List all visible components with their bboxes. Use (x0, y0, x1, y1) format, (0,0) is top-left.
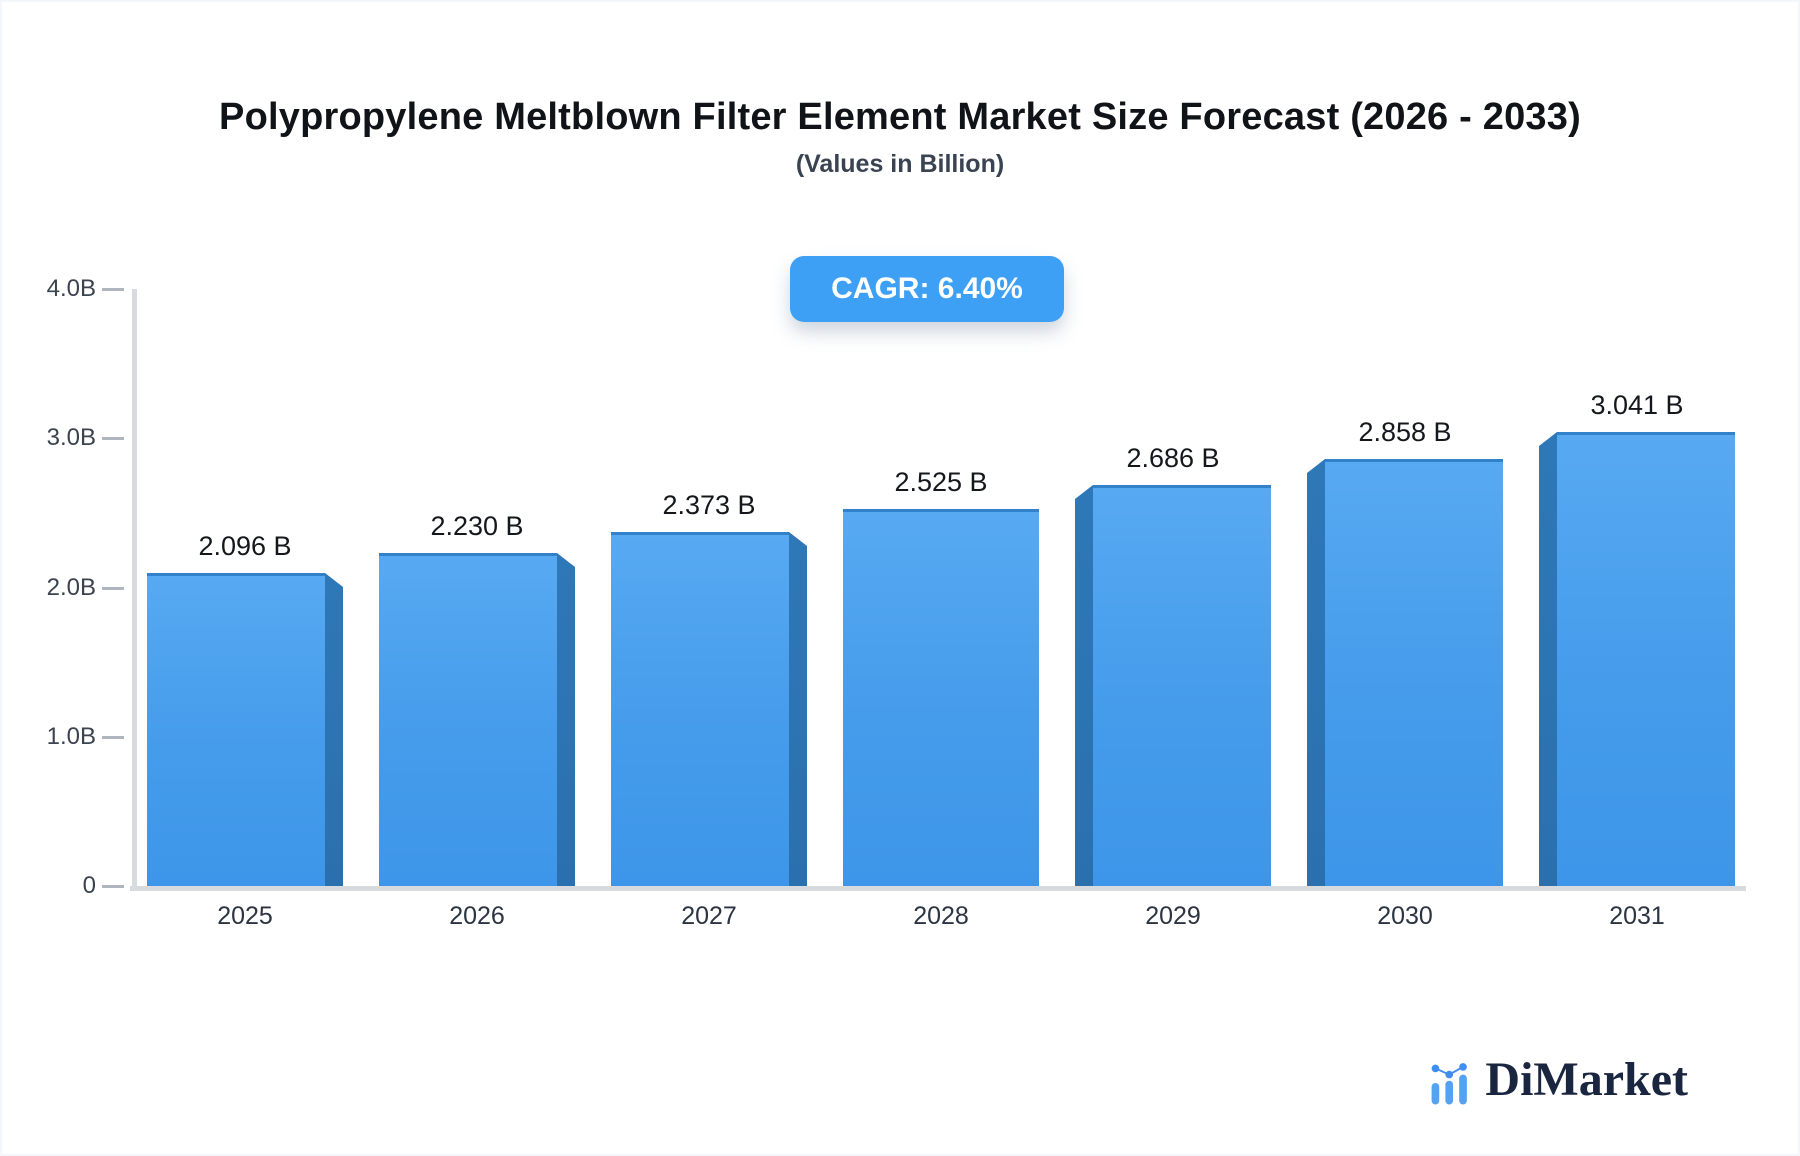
chart-title: Polypropylene Meltblown Filter Element M… (219, 96, 1581, 138)
value-label-2031: 3.041 B (1590, 390, 1684, 420)
x-axis-label-2029: 2029 (1145, 902, 1201, 930)
bar-face (843, 509, 1039, 886)
bar-2029 (1075, 485, 1271, 886)
y-tick (102, 437, 124, 440)
bar-side-face (557, 553, 575, 886)
x-axis-label-2030: 2030 (1377, 902, 1433, 930)
y-tick (102, 288, 124, 291)
bar-face (611, 532, 789, 886)
y-tick (102, 736, 124, 739)
bar-side-face (325, 573, 343, 886)
y-tick-label: 0 (82, 872, 96, 899)
value-label-2026: 2.230 B (430, 511, 524, 541)
chart-subtitle: (Values in Billion) (795, 150, 1005, 178)
value-label-2029: 2.686 B (1126, 443, 1220, 473)
y-tick (102, 587, 124, 590)
x-axis-label-2026: 2026 (449, 902, 505, 930)
bar-2031 (1539, 432, 1735, 886)
value-label-2030: 2.858 B (1358, 417, 1452, 447)
bar-face (1093, 485, 1271, 886)
x-axis-label-2031: 2031 (1609, 902, 1665, 930)
x-axis-line (130, 886, 1746, 891)
brand-name: DiMarket (1485, 1053, 1688, 1106)
y-tick-label: 1.0B (46, 723, 96, 750)
bar-side-face (1075, 485, 1093, 886)
value-label-2025: 2.096 B (198, 531, 292, 561)
value-label-2027: 2.373 B (662, 490, 756, 520)
bar-side-face (789, 532, 807, 886)
bar-face (1557, 432, 1735, 886)
x-axis-label-2027: 2027 (681, 902, 737, 930)
value-label-2028: 2.525 B (894, 467, 988, 497)
y-tick (102, 885, 124, 888)
bar-side-face (1307, 459, 1325, 886)
x-axis-label-2025: 2025 (217, 902, 273, 930)
bar-face (147, 573, 325, 886)
bar-2028 (843, 509, 1039, 886)
y-tick-label: 2.0B (46, 574, 96, 601)
bar-face (1325, 459, 1503, 886)
bar-2027 (611, 532, 807, 886)
bar-face (379, 553, 557, 886)
x-axis-label-2028: 2028 (913, 902, 969, 930)
cagr-badge: CAGR: 6.40% (790, 256, 1064, 322)
bar-2025 (147, 573, 343, 886)
y-tick-label: 4.0B (46, 275, 96, 302)
bar-side-face (1539, 432, 1557, 886)
y-axis-line (132, 289, 137, 891)
bar-2030 (1307, 459, 1503, 886)
chart-bars-icon (1432, 1063, 1468, 1105)
brand-logo: DiMarket (1429, 1042, 1688, 1106)
y-tick-label: 3.0B (46, 424, 96, 451)
bar-2026 (379, 553, 575, 886)
